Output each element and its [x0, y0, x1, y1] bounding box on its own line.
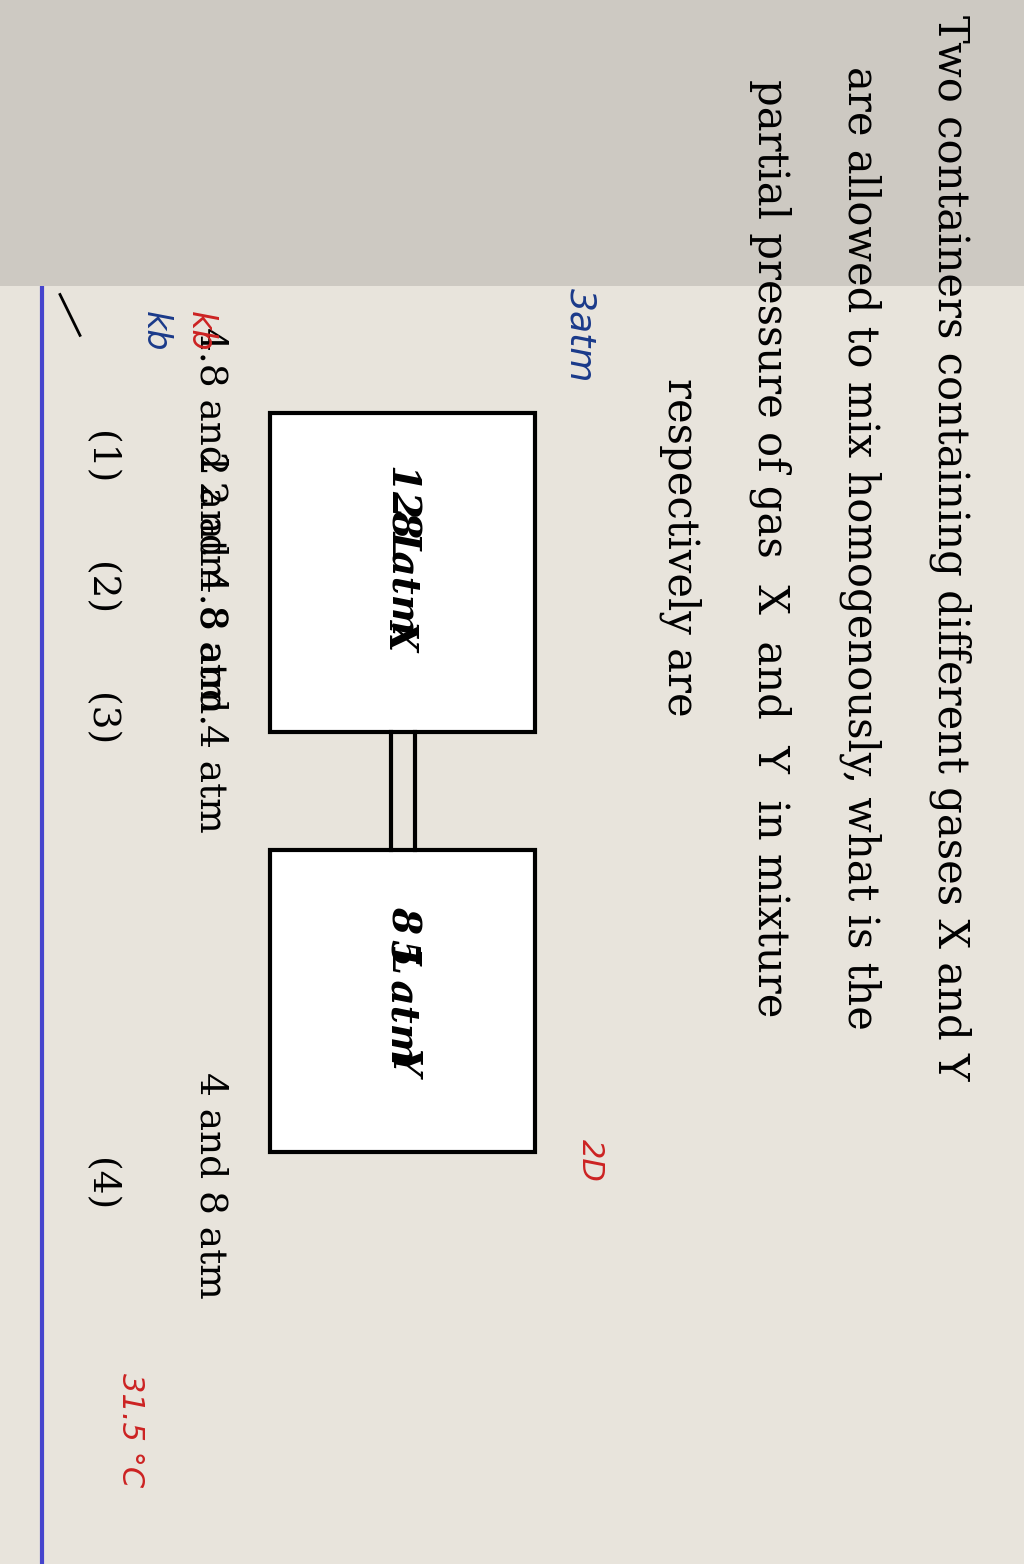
Bar	[270, 413, 535, 732]
Text: (3): (3)	[82, 693, 118, 746]
Text: 4 and 8 atm: 4 and 8 atm	[191, 1071, 228, 1298]
Text: 8 atm: 8 atm	[384, 510, 422, 635]
Text: 5 atm: 5 atm	[384, 938, 422, 1064]
Text: 31.5 °C: 31.5 °C	[116, 1373, 144, 1487]
Text: kb: kb	[138, 311, 171, 352]
Text: respectively are: respectively are	[658, 378, 701, 716]
Text: 8 L: 8 L	[384, 906, 422, 974]
Text: partial pressure of gas  X  and  Y  in mixture: partial pressure of gas X and Y in mixtu…	[749, 78, 792, 1017]
Text: Y: Y	[384, 1048, 422, 1076]
Text: 2D: 2D	[575, 1139, 604, 1182]
Text: 3atm: 3atm	[563, 288, 597, 383]
Text: (2): (2)	[82, 561, 118, 615]
Text: are allowed to mix homogenously, what is the: are allowed to mix homogenously, what is…	[839, 66, 882, 1029]
Bar	[270, 849, 535, 1153]
Text: (1): (1)	[82, 432, 118, 485]
Text: (4): (4)	[82, 1159, 118, 1212]
Text: 2 and 4.8 atm.: 2 and 4.8 atm.	[191, 452, 228, 726]
Text: Two containers containing different gases X and Y: Two containers containing different gase…	[929, 16, 971, 1081]
Text: 4.8 and 2 atm: 4.8 and 2 atm	[191, 327, 228, 590]
Text: kb: kb	[183, 311, 216, 352]
Text: 8 and 4 atm: 8 and 4 atm	[191, 605, 228, 832]
Text: X: X	[384, 618, 422, 649]
Text: 12 L: 12 L	[384, 463, 422, 558]
